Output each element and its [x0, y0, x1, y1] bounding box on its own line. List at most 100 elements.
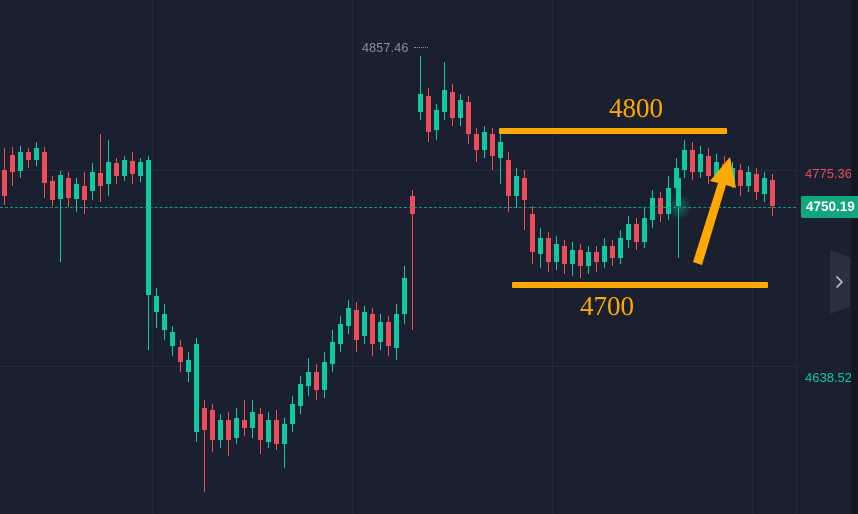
chart-plot-area[interactable]: 4857.46 4800 4700 — [0, 0, 796, 514]
candle-body — [314, 372, 319, 390]
candle-body — [658, 198, 663, 214]
current-price-tag: 4750.19 — [801, 196, 858, 218]
candle-body — [82, 186, 87, 200]
candle-body — [34, 148, 39, 160]
candle-body — [226, 420, 231, 440]
support-label-4700: 4700 — [580, 291, 634, 321]
candle-body — [618, 238, 623, 258]
candle-body — [290, 404, 295, 424]
bullish-trend-arrow[interactable] — [660, 145, 770, 280]
candle-body — [210, 410, 215, 440]
candle-body — [418, 94, 423, 112]
candle-body — [386, 322, 391, 346]
candle-body — [676, 178, 681, 206]
expand-panel-button[interactable] — [830, 250, 850, 314]
candle-body — [682, 150, 687, 170]
candle-body — [442, 90, 447, 112]
candle-body — [490, 134, 495, 156]
candle-body — [530, 214, 535, 252]
support-line-4700[interactable] — [512, 282, 768, 288]
candle-body — [18, 152, 23, 171]
candle-body — [2, 170, 7, 196]
candle-body — [58, 175, 63, 199]
resistance-line-4800[interactable] — [499, 128, 727, 134]
candle-body — [650, 198, 655, 220]
candle-body — [74, 184, 79, 199]
candle-body — [186, 360, 191, 372]
candle-body — [434, 110, 439, 130]
candle-body — [738, 170, 743, 186]
candle-body — [698, 154, 703, 172]
candle-body — [266, 420, 271, 442]
candle-body — [378, 322, 383, 342]
candle-body — [762, 178, 767, 194]
grid-line-vertical — [152, 0, 153, 514]
candle-body — [770, 180, 775, 206]
candle-wick — [412, 190, 413, 330]
candle-body — [170, 332, 175, 346]
candle-body — [346, 308, 351, 326]
candle-body — [402, 278, 407, 314]
candle-body — [754, 174, 759, 192]
candle-body — [362, 312, 367, 336]
candle-body — [426, 96, 431, 132]
candle-body — [154, 296, 159, 312]
grid-line-horizontal — [0, 366, 796, 367]
candle-body — [50, 181, 55, 200]
candle-wick — [100, 134, 101, 202]
candle-body — [602, 246, 607, 262]
candle-wick — [420, 56, 421, 120]
candle-body — [394, 314, 399, 348]
candle-wick — [60, 171, 61, 262]
candle-body — [162, 314, 167, 330]
candle-body — [370, 314, 375, 344]
candle-body — [450, 92, 455, 118]
candle-body — [26, 152, 31, 160]
candle-body — [338, 324, 343, 344]
candle-body — [506, 160, 511, 196]
candle-body — [554, 244, 559, 262]
candle-body — [538, 238, 543, 254]
candle-body — [354, 310, 359, 340]
high-marker-dotted-line — [414, 47, 428, 49]
candle-body — [234, 418, 239, 438]
candle-body — [242, 420, 247, 428]
candle-body — [146, 160, 151, 295]
candle-body — [570, 250, 575, 264]
candle-body — [98, 173, 103, 186]
price-axis-label-resistance: 4775.36 — [805, 166, 852, 181]
candle-body — [714, 162, 719, 176]
chevron-right-icon — [836, 276, 843, 288]
candle-body — [522, 178, 527, 200]
candle-body — [410, 196, 415, 214]
price-scale-axis[interactable]: 4775.36 4750.19 4638.52 — [796, 0, 858, 514]
candle-body — [514, 176, 519, 196]
candle-body — [178, 347, 183, 362]
candle-body — [610, 246, 615, 258]
candle-body — [66, 178, 71, 198]
candle-body — [482, 132, 487, 150]
candle-body — [562, 246, 567, 264]
candle-body — [114, 163, 119, 176]
candle-body — [634, 224, 639, 242]
grid-line-vertical — [752, 0, 753, 514]
candle-body — [250, 412, 255, 428]
candle-body — [498, 142, 503, 158]
candle-body — [194, 344, 199, 432]
candle-body — [586, 252, 591, 266]
candle-body — [626, 224, 631, 240]
candle-wick — [204, 400, 205, 492]
candle-body — [218, 420, 223, 440]
candle-body — [258, 414, 263, 440]
grid-line-vertical — [552, 0, 553, 514]
candle-body — [666, 188, 671, 214]
candle-body — [546, 238, 551, 262]
candle-body — [42, 152, 47, 183]
candle-body — [578, 250, 583, 266]
candle-wick — [524, 170, 525, 230]
arrow-shape — [693, 157, 736, 265]
price-axis-label-support: 4638.52 — [805, 370, 852, 385]
candle-body — [306, 372, 311, 386]
high-price-label: 4857.46 — [362, 41, 409, 55]
